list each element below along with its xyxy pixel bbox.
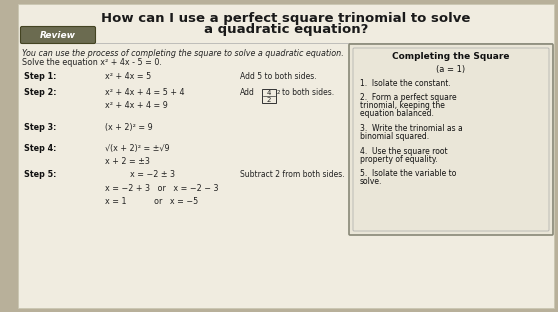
Text: How can I use a perfect square trinomial to solve: How can I use a perfect square trinomial… — [102, 12, 471, 25]
Text: to both sides.: to both sides. — [282, 88, 334, 97]
Text: 1.  Isolate the constant.: 1. Isolate the constant. — [360, 79, 451, 88]
Text: Step 3:: Step 3: — [24, 123, 56, 132]
Text: x = 1           or   x = −5: x = 1 or x = −5 — [105, 197, 198, 206]
Text: Subtract 2 from both sides.: Subtract 2 from both sides. — [240, 170, 345, 179]
Text: Step 5:: Step 5: — [24, 170, 56, 179]
Text: x² + 4x = 5: x² + 4x = 5 — [105, 72, 151, 81]
Text: x² + 4x + 4 = 5 + 4: x² + 4x + 4 = 5 + 4 — [105, 88, 185, 97]
Text: Completing the Square: Completing the Square — [392, 52, 510, 61]
Text: 4: 4 — [267, 90, 271, 96]
Text: x² + 4x + 4 = 9: x² + 4x + 4 = 9 — [105, 101, 168, 110]
Text: Review: Review — [40, 31, 76, 40]
Text: You can use the process of completing the square to solve a quadratic equation.: You can use the process of completing th… — [22, 49, 344, 58]
Text: Step 2:: Step 2: — [24, 88, 56, 97]
Text: solve.: solve. — [360, 177, 382, 186]
Text: 5.  Isolate the variable to: 5. Isolate the variable to — [360, 169, 456, 178]
Text: 2: 2 — [277, 90, 281, 95]
Text: Step 1:: Step 1: — [24, 72, 56, 81]
Bar — [262, 89, 276, 103]
Text: Solve the equation x² + 4x - 5 = 0.: Solve the equation x² + 4x - 5 = 0. — [22, 58, 162, 67]
Text: trinomial, keeping the: trinomial, keeping the — [360, 101, 445, 110]
Text: Add 5 to both sides.: Add 5 to both sides. — [240, 72, 316, 81]
Text: x = −2 ± 3: x = −2 ± 3 — [130, 170, 175, 179]
FancyBboxPatch shape — [353, 48, 549, 231]
Text: binomial squared.: binomial squared. — [360, 132, 429, 141]
Text: 4.  Use the square root: 4. Use the square root — [360, 147, 448, 155]
Text: 3.  Write the trinomial as a: 3. Write the trinomial as a — [360, 124, 463, 133]
Text: √(x + 2)² = ±√9: √(x + 2)² = ±√9 — [105, 144, 170, 153]
Text: (a = 1): (a = 1) — [436, 65, 465, 74]
Text: Add: Add — [240, 88, 255, 97]
Text: 2: 2 — [267, 96, 271, 103]
Text: (x + 2)² = 9: (x + 2)² = 9 — [105, 123, 153, 132]
FancyBboxPatch shape — [21, 27, 95, 43]
Text: a quadratic equation?: a quadratic equation? — [204, 23, 368, 36]
Text: equation balanced.: equation balanced. — [360, 110, 434, 119]
FancyBboxPatch shape — [349, 44, 553, 235]
Text: 2.  Form a perfect square: 2. Form a perfect square — [360, 94, 456, 103]
Text: property of equality.: property of equality. — [360, 154, 437, 163]
Text: x = −2 + 3   or   x = −2 − 3: x = −2 + 3 or x = −2 − 3 — [105, 184, 219, 193]
Text: x + 2 = ±3: x + 2 = ±3 — [105, 157, 150, 166]
Text: Step 4:: Step 4: — [24, 144, 56, 153]
